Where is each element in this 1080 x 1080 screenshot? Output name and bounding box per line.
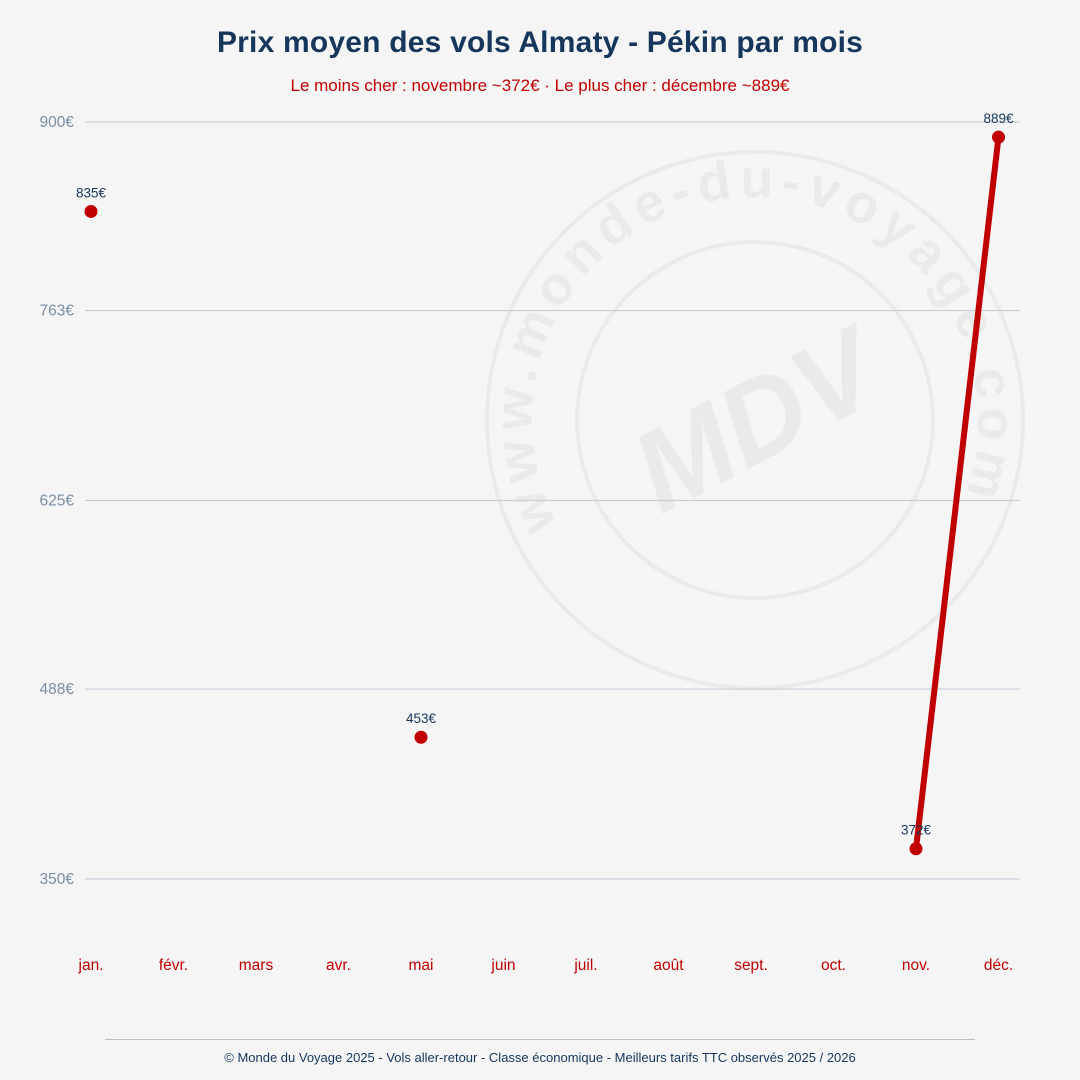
data-point-label: 453€: [406, 711, 437, 726]
watermark-center-text: MDV: [613, 300, 906, 537]
data-point-label: 372€: [901, 823, 932, 838]
y-axis-label: 900€: [40, 114, 75, 131]
x-axis-label: mars: [239, 957, 274, 974]
y-axis-label: 350€: [40, 871, 75, 888]
x-axis-label: jan.: [78, 957, 104, 974]
y-axis-label: 625€: [40, 493, 75, 510]
footer-divider: [105, 1039, 975, 1040]
x-axis-label: févr.: [159, 957, 188, 974]
price-line-segment: [913, 134, 1002, 852]
price-series: 835€ 453€ 372€ 889€: [76, 111, 1014, 856]
watermark-inner-ring: [575, 240, 935, 600]
data-point: [414, 730, 428, 744]
x-axis-label: déc.: [984, 957, 1013, 974]
data-point: [909, 842, 923, 856]
watermark: www.monde-du-voyage.com MDV: [387, 53, 1080, 726]
watermark-outer-ring: [485, 150, 1025, 690]
x-axis-label: mai: [409, 957, 434, 974]
chart-subtitle: Le moins cher : novembre ~372€ · Le plus…: [290, 76, 790, 95]
gridlines: [85, 121, 1020, 880]
data-point: [84, 204, 98, 218]
data-point-label: 889€: [983, 111, 1014, 126]
axis-labels: 350€ 488€ 625€ 763€ 900€ jan. févr. mars avr. mai…: [40, 114, 1014, 974]
chart-title: Prix moyen des vols Almaty - Pékin par m…: [216, 26, 864, 59]
x-axis-label: juil.: [573, 957, 597, 974]
y-axis-label: 488€: [40, 681, 75, 698]
data-point: [992, 130, 1005, 144]
x-axis-label: juin: [490, 957, 515, 974]
x-axis-label: sept.: [734, 957, 768, 974]
data-point-label: 835€: [76, 185, 107, 200]
y-axis-label: 763€: [40, 303, 75, 320]
x-axis-label: nov.: [902, 957, 930, 974]
x-axis-label: août: [653, 957, 684, 974]
x-axis-label: oct.: [821, 957, 846, 974]
x-axis-label: avr.: [326, 957, 351, 974]
footer-text: © Monde du Voyage 2025 - Vols aller-reto…: [224, 1050, 856, 1065]
